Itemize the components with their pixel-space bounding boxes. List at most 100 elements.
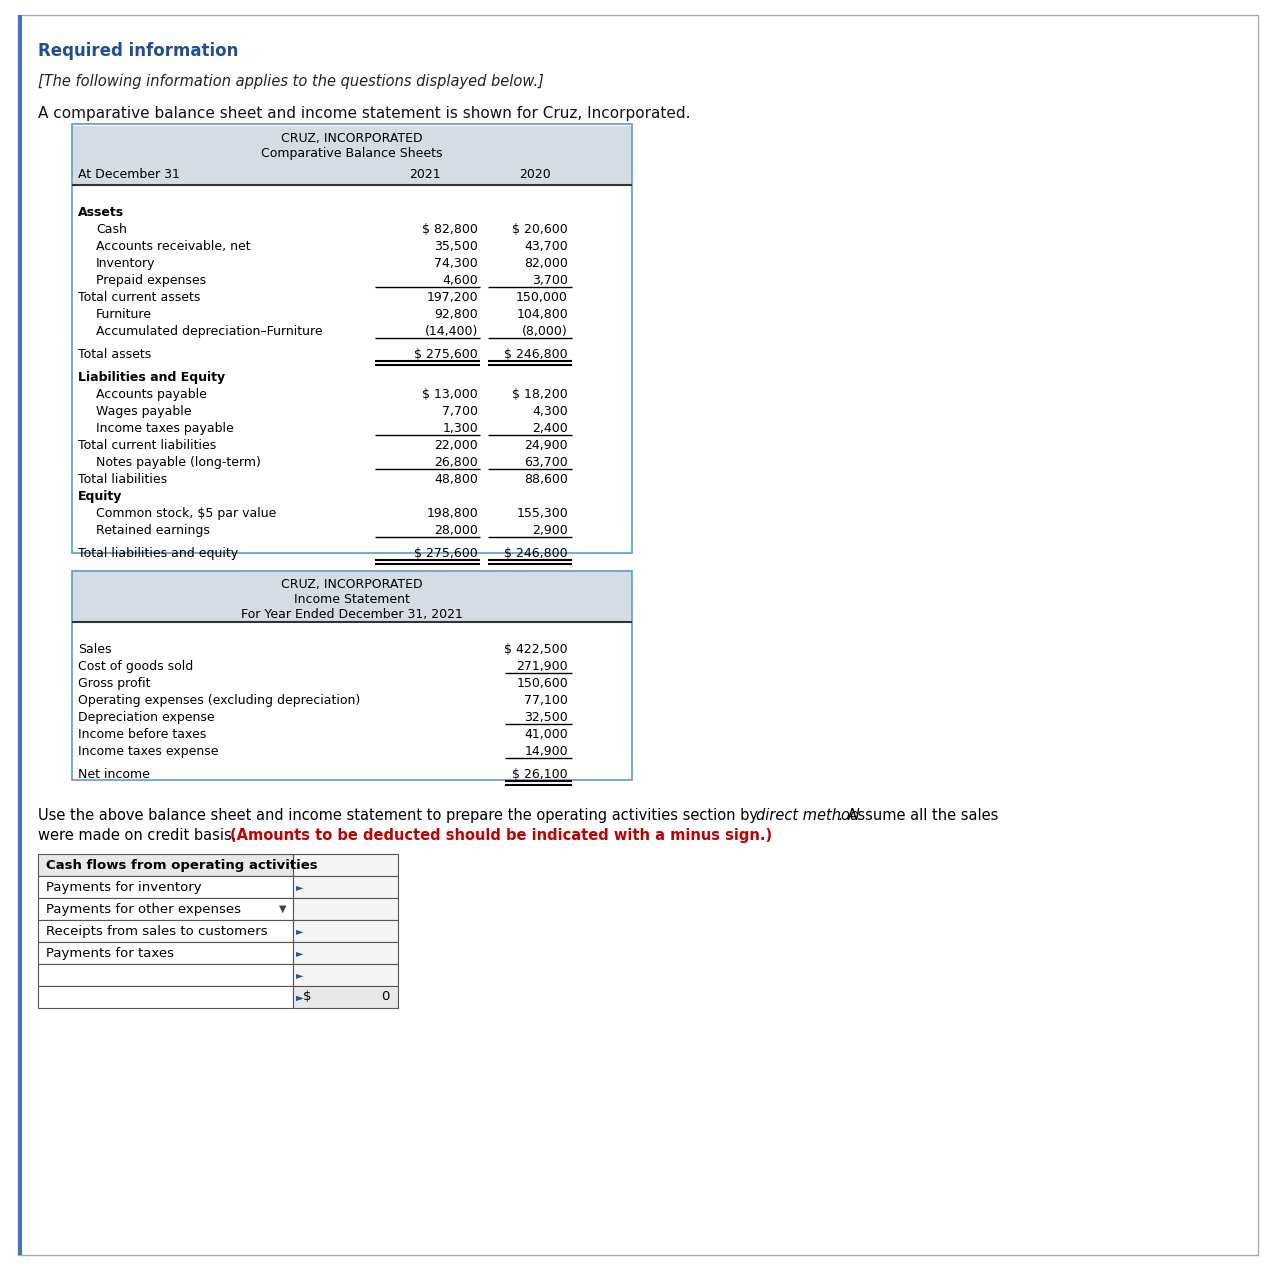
Text: 48,800: 48,800 [434,474,478,486]
Text: $ 82,800: $ 82,800 [422,223,478,236]
Bar [71,124,632,553]
Text: Required information: Required information [38,42,239,60]
Text: ►: ► [296,948,304,957]
Text: Payments for taxes: Payments for taxes [46,946,174,960]
Text: Income before taxes: Income before taxes [78,728,207,741]
Text: . Assume all the sales: . Assume all the sales [838,808,998,823]
Text: ►: ► [296,992,304,1002]
Text: Total current assets: Total current assets [78,291,200,303]
Bar [293,876,398,899]
Bar [38,899,293,920]
Bar [38,964,293,986]
Text: 14,900: 14,900 [524,745,568,758]
Text: Equity: Equity [78,490,122,503]
Text: Inventory: Inventory [96,257,156,270]
Text: 92,800: 92,800 [434,308,478,321]
Text: Cash: Cash [96,223,126,236]
Text: Liabilities and Equity: Liabilities and Equity [78,371,225,384]
Text: Total assets: Total assets [78,348,152,361]
Text: Income Statement: Income Statement [293,593,410,605]
Bar [71,571,632,780]
Text: 1,300: 1,300 [443,422,478,435]
Text: Sales: Sales [78,643,111,655]
Bar [293,964,398,986]
Text: ►: ► [296,992,304,1002]
Bar [71,571,632,623]
Text: 3,700: 3,700 [532,274,568,287]
Text: 155,300: 155,300 [517,507,568,520]
Text: Net income: Net income [78,768,149,781]
Text: 197,200: 197,200 [426,291,478,303]
Text: $ 275,600: $ 275,600 [415,547,478,561]
Text: 7,700: 7,700 [441,404,478,419]
Bar [18,15,22,1254]
Text: Accounts receivable, net: Accounts receivable, net [96,241,250,253]
Text: 26,800: 26,800 [434,456,478,468]
Text: 2,400: 2,400 [532,422,568,435]
Text: A comparative balance sheet and income statement is shown for Cruz, Incorporated: A comparative balance sheet and income s… [38,106,690,122]
Text: 77,100: 77,100 [524,694,568,707]
Text: Common stock, $5 par value: Common stock, $5 par value [96,507,277,520]
Text: 104,800: 104,800 [517,308,568,321]
Text: 0: 0 [382,991,390,1004]
Text: 2020: 2020 [519,168,551,180]
Text: (14,400): (14,400) [425,325,478,338]
Text: Comparative Balance Sheets: Comparative Balance Sheets [262,147,443,160]
Text: 271,900: 271,900 [517,660,568,673]
Text: direct method: direct method [755,808,859,823]
Text: At December 31: At December 31 [78,168,180,180]
Text: CRUZ, INCORPORATED: CRUZ, INCORPORATED [281,579,422,591]
Text: Gross profit: Gross profit [78,677,151,690]
Text: Income taxes expense: Income taxes expense [78,745,218,758]
Text: Total liabilities: Total liabilities [78,474,167,486]
Bar [293,986,398,1009]
Text: $ 246,800: $ 246,800 [504,547,568,561]
Text: Cash flows from operating activities: Cash flows from operating activities [46,859,318,872]
Text: 22,000: 22,000 [434,439,478,452]
Text: 150,000: 150,000 [516,291,568,303]
Text: 28,000: 28,000 [434,524,478,538]
Text: ►: ► [296,882,304,892]
Text: 2,900: 2,900 [532,524,568,538]
Text: $ 26,100: $ 26,100 [513,768,568,781]
Text: $ 20,600: $ 20,600 [512,223,568,236]
Text: Payments for inventory: Payments for inventory [46,881,202,893]
Bar [293,920,398,942]
Text: 198,800: 198,800 [426,507,478,520]
Text: CRUZ, INCORPORATED: CRUZ, INCORPORATED [281,132,422,145]
Text: 74,300: 74,300 [434,257,478,270]
Text: Retained earnings: Retained earnings [96,524,209,538]
Text: 4,600: 4,600 [443,274,478,287]
Text: 35,500: 35,500 [434,241,478,253]
Text: 41,000: 41,000 [524,728,568,741]
Text: 63,700: 63,700 [524,456,568,468]
Text: $ 18,200: $ 18,200 [512,388,568,401]
Text: (8,000): (8,000) [522,325,568,338]
Text: Assets: Assets [78,206,124,219]
Text: $ 275,600: $ 275,600 [415,348,478,361]
Text: Furniture: Furniture [96,308,152,321]
Bar [293,899,398,920]
Text: $: $ [302,991,311,1004]
Bar [38,986,293,1009]
Text: Wages payable: Wages payable [96,404,191,419]
Bar [71,125,632,164]
Text: [The following information applies to the questions displayed below.]: [The following information applies to th… [38,74,544,90]
Text: 24,900: 24,900 [524,439,568,452]
Text: 82,000: 82,000 [524,257,568,270]
Text: $ 13,000: $ 13,000 [422,388,478,401]
Text: Total current liabilities: Total current liabilities [78,439,216,452]
Text: Total liabilities and equity: Total liabilities and equity [78,547,239,561]
Text: ►: ► [296,925,304,936]
Text: Operating expenses (excluding depreciation): Operating expenses (excluding depreciati… [78,694,360,707]
Text: Accumulated depreciation–Furniture: Accumulated depreciation–Furniture [96,325,323,338]
Bar [293,942,398,964]
Text: Notes payable (long-term): Notes payable (long-term) [96,456,260,468]
Text: (Amounts to be deducted should be indicated with a minus sign.): (Amounts to be deducted should be indica… [230,828,772,844]
Text: were made on credit basis.: were made on credit basis. [38,828,241,844]
Text: Receipts from sales to customers: Receipts from sales to customers [46,924,268,937]
Text: Prepaid expenses: Prepaid expenses [96,274,207,287]
Text: $ 246,800: $ 246,800 [504,348,568,361]
Text: Income taxes payable: Income taxes payable [96,422,234,435]
Bar [38,942,293,964]
